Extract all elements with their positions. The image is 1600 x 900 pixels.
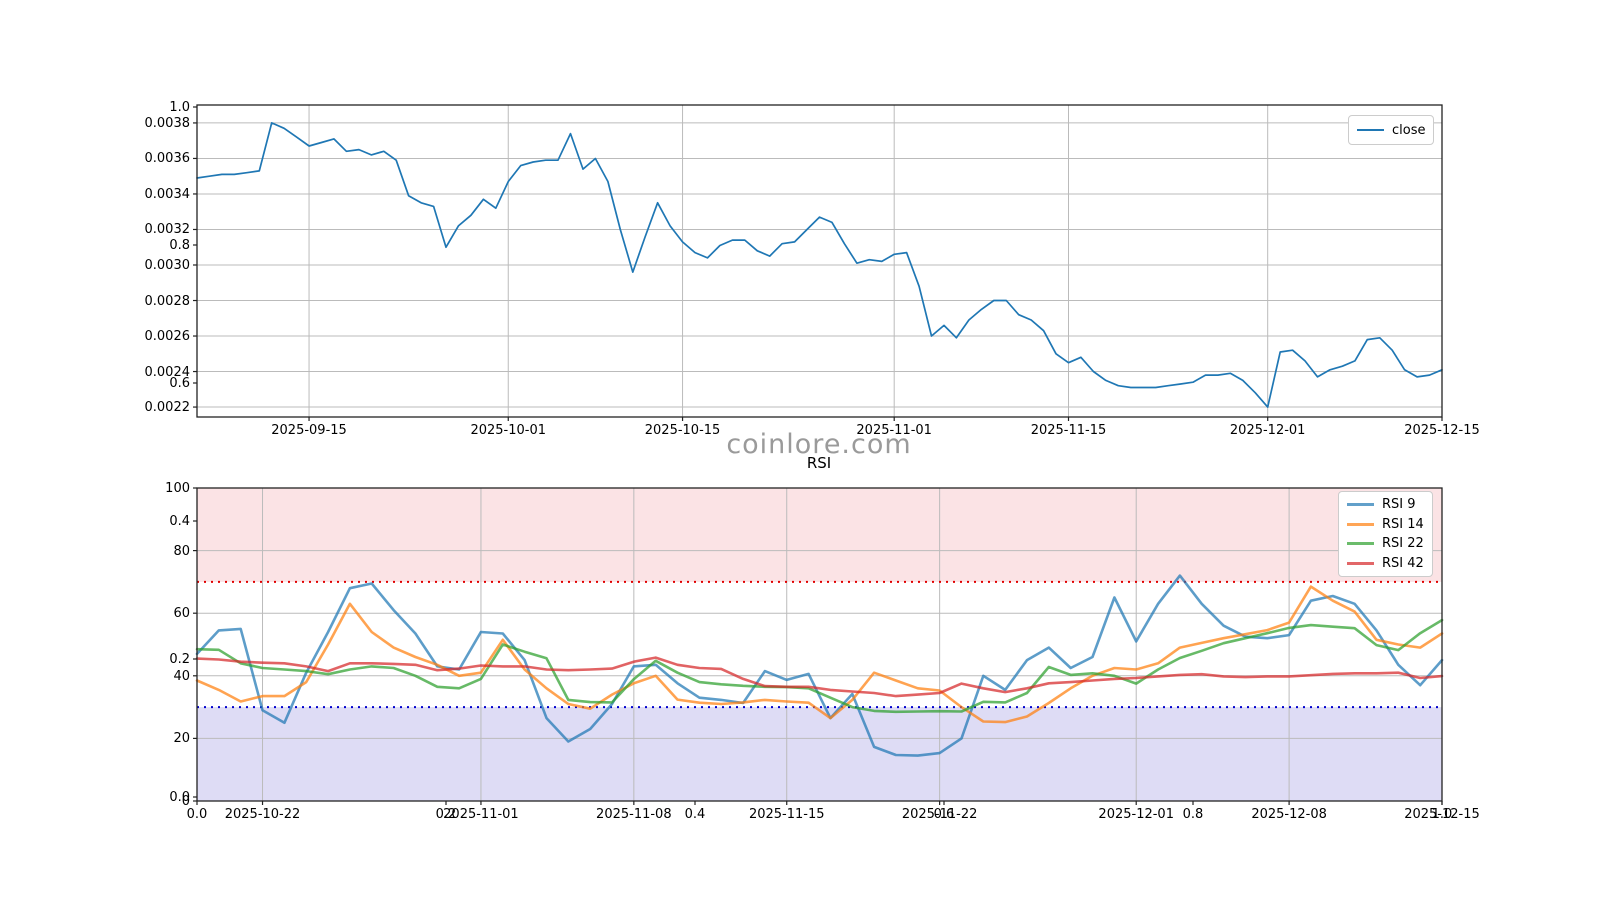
- price-ytick-label: 0.0024: [144, 364, 191, 380]
- legend-line-swatch: [1347, 503, 1374, 507]
- rsi-ytick-label: 40: [173, 668, 190, 684]
- overlay-xtick-label: 0.6: [933, 807, 955, 822]
- legend-entry: RSI 22: [1347, 534, 1424, 554]
- series-line-close: [196, 122, 1443, 408]
- legend-line-swatch: [1347, 542, 1374, 546]
- overlay-xtick-label: 1.0: [1431, 807, 1453, 822]
- overlay-ytick-label: 0.4: [169, 514, 190, 529]
- price-ytick-label: 0.0034: [144, 186, 191, 202]
- legend-label: RSI 22: [1382, 536, 1424, 552]
- overlay-ytick-label: 1.0: [169, 100, 190, 115]
- price-ytick-label: 0.0030: [144, 257, 191, 273]
- series-line-rsi-14: [195, 585, 1444, 724]
- overbought-band: [197, 488, 1442, 582]
- rsi-xtick-label: 2025-11-01: [443, 807, 519, 822]
- price-ytick-label: 0.0022: [144, 400, 191, 416]
- rsi-xtick-label: 2025-12-01: [1098, 807, 1174, 822]
- overlay-xtick-label: 0.4: [684, 807, 706, 822]
- price-ytick-label: 0.0028: [144, 293, 191, 309]
- price-ytick-label: 0.0032: [144, 222, 191, 238]
- overlay-xtick-label: 0.0: [186, 807, 208, 822]
- legend-label: RSI 14: [1382, 516, 1424, 532]
- rsi-legend: RSI 9 RSI 14 RSI 22 RSI 42: [1338, 491, 1433, 577]
- price-xtick-label: 2025-12-01: [1229, 423, 1306, 438]
- rsi-ytick-label: 0: [181, 794, 190, 809]
- price-xtick-label: 2025-10-01: [470, 423, 547, 438]
- price-xtick-label: 2025-09-15: [271, 423, 347, 438]
- rsi-xtick-label: 2025-11-22: [901, 807, 978, 822]
- rsi-chart-title: RSI: [806, 454, 832, 472]
- overlay-ytick-label: 0.8: [169, 238, 190, 253]
- legend-line-swatch: [1347, 561, 1374, 565]
- overlay-xtick-label: 0.8: [1182, 807, 1204, 822]
- rsi-ytick-label: 80: [173, 543, 190, 559]
- legend-label: close: [1392, 122, 1426, 138]
- price-ytick-label: 0.0026: [144, 329, 191, 345]
- legend-line-swatch: [1357, 129, 1384, 131]
- rsi-xtick-label: 2025-12-08: [1251, 807, 1327, 822]
- rsi-xtick-label: 2025-11-15: [748, 807, 825, 822]
- legend-entry: RSI 42: [1347, 554, 1424, 574]
- series-line-rsi-9: [195, 574, 1444, 757]
- oversold-band: [197, 707, 1442, 801]
- price-xtick-label: 2025-11-15: [1030, 423, 1107, 438]
- rsi-ytick-label: 20: [173, 731, 190, 747]
- legend-line-swatch: [1347, 522, 1374, 526]
- overlay-ytick-label: 0.6: [169, 376, 190, 391]
- legend-entry: RSI 14: [1347, 515, 1424, 535]
- overlay-xtick-label: 0.2: [435, 807, 457, 822]
- plot-spines: [196, 487, 1443, 802]
- price-xtick-label: 2025-12-15: [1404, 423, 1480, 438]
- legend-label: RSI 42: [1382, 555, 1424, 571]
- plot-spines: [196, 104, 1443, 418]
- price-ytick-label: 0.0036: [144, 151, 191, 167]
- rsi-ytick-label: 100: [165, 481, 190, 496]
- price-xtick-label: 2025-11-01: [856, 423, 932, 438]
- overlay-ytick-label: 0.0: [169, 790, 190, 805]
- legend-label: RSI 9: [1382, 497, 1416, 513]
- legend-entry: RSI 9: [1347, 495, 1424, 515]
- rsi-xtick-label: 2025-10-22: [224, 807, 301, 822]
- watermark: coinlore.com: [726, 429, 912, 460]
- series-line-rsi-42: [195, 656, 1444, 698]
- overlay-ytick-label: 0.2: [169, 652, 190, 667]
- rsi-xtick-label: 2025-11-08: [596, 807, 672, 822]
- price-xtick-label: 2025-10-15: [644, 423, 721, 438]
- rsi-xtick-label: 2025-12-15: [1404, 807, 1480, 822]
- series-line-rsi-22: [195, 618, 1444, 714]
- rsi-ytick-label: 60: [173, 606, 190, 622]
- legend-entry: close: [1357, 120, 1425, 140]
- price-ytick-label: 0.0038: [144, 115, 191, 131]
- price-legend: close: [1348, 115, 1435, 145]
